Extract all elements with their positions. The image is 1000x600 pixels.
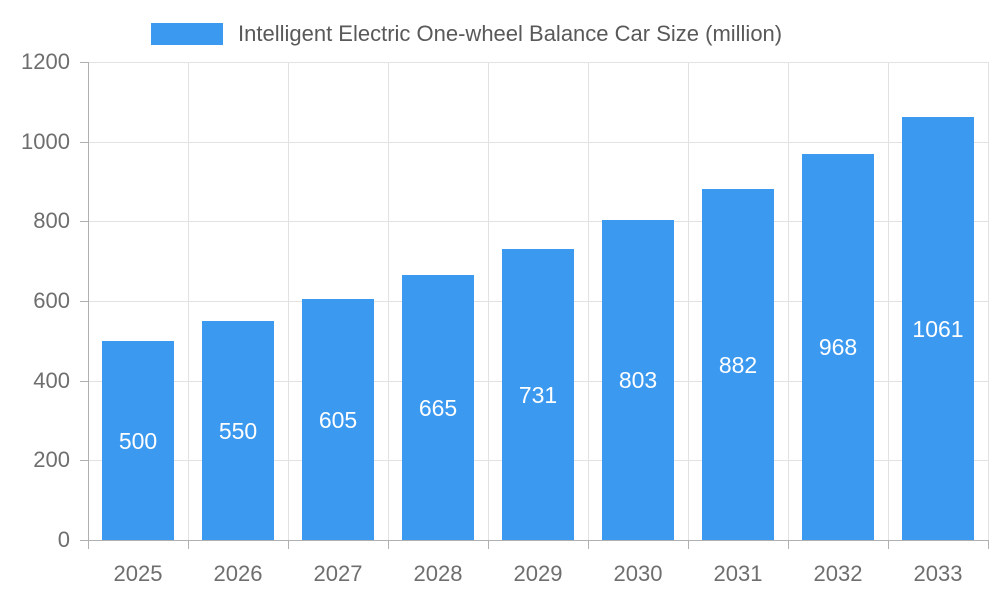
y-axis-line xyxy=(88,62,89,549)
bar-2032[interactable]: 968 xyxy=(802,154,874,540)
x-axis-tick xyxy=(388,540,389,549)
x-axis-tick-label: 2030 xyxy=(613,561,663,586)
x-axis-tick xyxy=(188,540,189,549)
x-axis-tick-label: 2028 xyxy=(413,561,463,586)
gridline-vertical xyxy=(388,62,389,540)
gridline-horizontal xyxy=(88,62,988,63)
bar-value-label: 665 xyxy=(418,394,458,421)
gridline-vertical xyxy=(188,62,189,540)
x-axis-tick-label: 2027 xyxy=(313,561,363,586)
chart-title: Intelligent Electric One-wheel Balance C… xyxy=(238,21,783,46)
gridline-horizontal xyxy=(88,141,988,143)
bar-value-label: 500 xyxy=(118,427,158,454)
bar-2029[interactable]: 731 xyxy=(502,249,574,540)
gridline-vertical xyxy=(988,62,989,540)
y-axis-tick xyxy=(80,460,88,462)
y-axis-tick xyxy=(80,141,88,143)
bar-2027[interactable]: 605 xyxy=(302,299,374,540)
y-axis-tick-label: 1000 xyxy=(21,128,70,154)
y-axis-tick-label: 800 xyxy=(33,208,70,234)
y-axis-tick-label: 1200 xyxy=(21,49,70,74)
legend-swatch xyxy=(151,23,223,45)
bar-value-label: 803 xyxy=(618,367,658,393)
y-axis-tick xyxy=(80,62,88,63)
y-axis-tick-label: 400 xyxy=(33,367,70,393)
bar-2031[interactable]: 882 xyxy=(702,189,774,540)
gridline-vertical xyxy=(288,62,289,540)
y-axis-tick-label: 0 xyxy=(57,527,70,552)
x-axis-tick-label: 2033 xyxy=(913,561,963,586)
x-axis-tick-label: 2031 xyxy=(713,561,763,586)
bar-value-label: 605 xyxy=(318,406,358,433)
bar-value-label: 968 xyxy=(818,334,858,360)
bar-value-label: 882 xyxy=(718,351,758,378)
x-axis-tick xyxy=(488,540,489,549)
y-axis-tick xyxy=(80,380,88,382)
x-axis-tick-label: 2029 xyxy=(513,561,563,586)
x-axis-tick xyxy=(288,540,289,549)
x-axis-line xyxy=(80,540,988,541)
x-axis-tick-label: 2025 xyxy=(113,561,163,586)
bar-2028[interactable]: 665 xyxy=(402,275,474,540)
gridline-vertical xyxy=(788,62,789,540)
y-axis-tick-label: 600 xyxy=(33,288,70,313)
x-axis-tick xyxy=(688,540,689,549)
gridline-vertical xyxy=(688,62,689,540)
bar-2033[interactable]: 1061 xyxy=(902,117,974,540)
bar-2026[interactable]: 550 xyxy=(202,321,274,540)
x-axis-tick-label: 2032 xyxy=(813,561,863,586)
x-axis-tick xyxy=(788,540,789,549)
y-axis-tick-label: 200 xyxy=(33,447,70,473)
gridline-vertical xyxy=(588,62,589,540)
bar-value-label: 1061 xyxy=(912,315,964,342)
legend-item[interactable]: Intelligent Electric One-wheel Balance C… xyxy=(151,21,782,47)
gridline-horizontal xyxy=(88,221,988,223)
bar-2030[interactable]: 803 xyxy=(602,220,674,540)
bar-2025[interactable]: 500 xyxy=(102,341,174,540)
y-axis-tick xyxy=(80,221,88,223)
gridline-vertical xyxy=(488,62,489,540)
bar-value-label: 550 xyxy=(218,417,258,444)
y-axis-tick xyxy=(80,301,88,302)
x-axis-tick xyxy=(888,540,889,549)
x-axis-tick xyxy=(588,540,589,549)
x-axis-tick-label: 2026 xyxy=(213,561,263,586)
gridline-vertical xyxy=(888,62,889,540)
bar-value-label: 731 xyxy=(518,381,558,408)
x-axis-tick xyxy=(988,540,989,549)
